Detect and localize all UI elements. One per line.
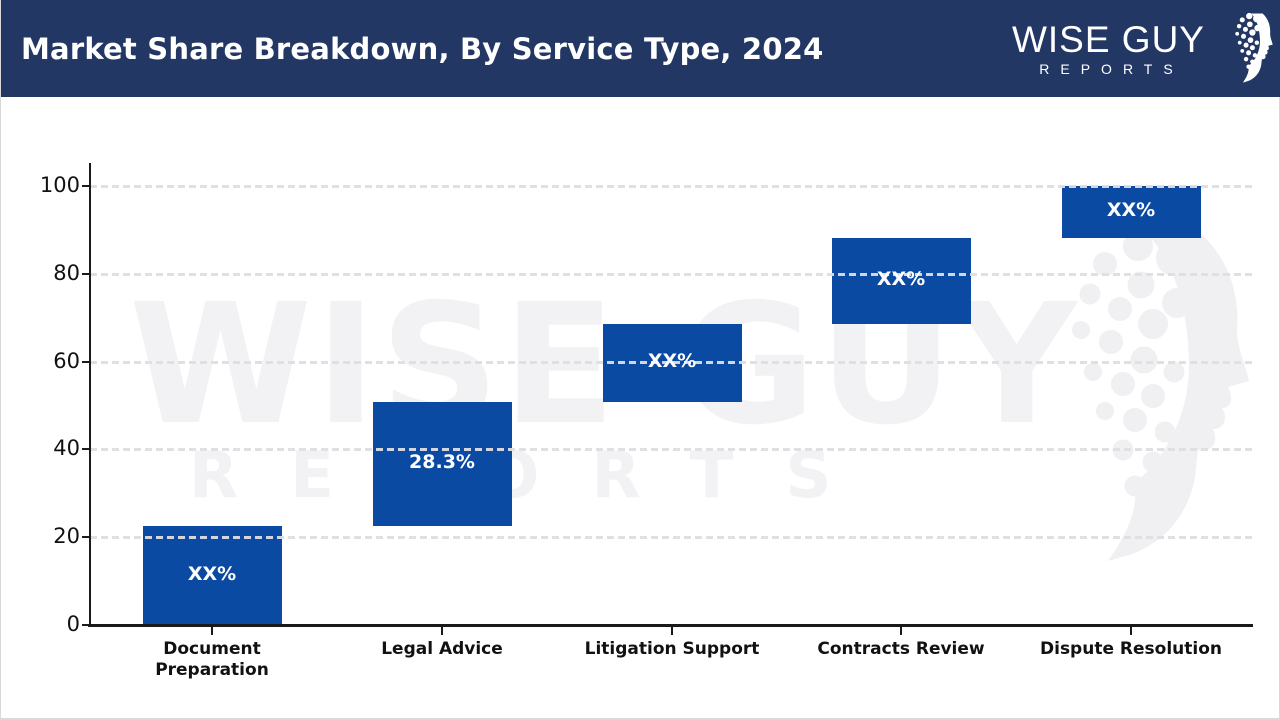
x-axis-category-label: Contracts Review [817,639,985,659]
page-title: Market Share Breakdown, By Service Type,… [21,31,824,66]
bar-segment [831,237,971,324]
y-axis-tick-label: 40 [53,436,80,461]
bar-value-label: XX% [647,349,697,372]
wiseguy-head-icon [1235,12,1273,83]
bottom-border [1,718,1280,720]
brand-subtext: REPORTS [1039,61,1184,77]
x-axis-tick [671,626,673,635]
x-axis-tick [211,626,213,635]
gridline [90,536,1253,540]
gridline [90,185,1253,188]
bar-segment [1061,186,1201,238]
bar-segment [142,526,282,625]
header-bar: Market Share Breakdown, By Service Type,… [1,0,1280,97]
x-axis-category-label: Dispute Resolution [1040,639,1222,659]
y-axis-tick [82,448,90,451]
y-axis-tick-label: 100 [39,173,80,197]
y-axis-tick [82,185,90,187]
bar-segment [372,401,512,527]
x-axis-tick [441,626,443,635]
x-axis-category-label: Legal Advice [381,639,503,659]
x-axis-category-label: Litigation Support [584,639,760,659]
brand-logo-text: WISE GUY REPORTS [1011,19,1205,78]
y-axis-tick-label: 20 [53,524,80,549]
y-axis-tick [82,360,90,363]
watermark-head-icon [1072,231,1249,561]
y-axis-line [89,163,91,627]
y-axis-tick [82,624,90,626]
bar-value-label: XX% [1106,198,1156,221]
x-axis-category-label: Document Preparation [155,639,269,680]
bar-value-label: XX% [187,562,237,585]
bar-value-label: 28.3% [409,451,475,474]
y-axis-tick-label: 60 [53,348,80,373]
x-axis-tick [900,626,902,635]
y-axis-tick-label: 80 [53,260,80,285]
brand-wordmark: WISE GUY [1011,19,1205,60]
gridline [90,272,1253,276]
chart-area: WISE GUY REPORTS XX% 28.3% XX% XX% XX% 0 20 40 6… [1,97,1280,718]
y-axis-tick-label: 0 [66,612,80,636]
brand-logo: WISE GUY REPORTS [1012,6,1273,92]
gridline [90,360,1253,364]
y-axis-tick [82,536,90,539]
gridline [90,448,1253,452]
bar-value-label: XX% [876,267,926,290]
y-axis-tick [82,272,90,275]
x-axis-tick [1130,626,1132,635]
x-axis-line [88,624,1253,627]
